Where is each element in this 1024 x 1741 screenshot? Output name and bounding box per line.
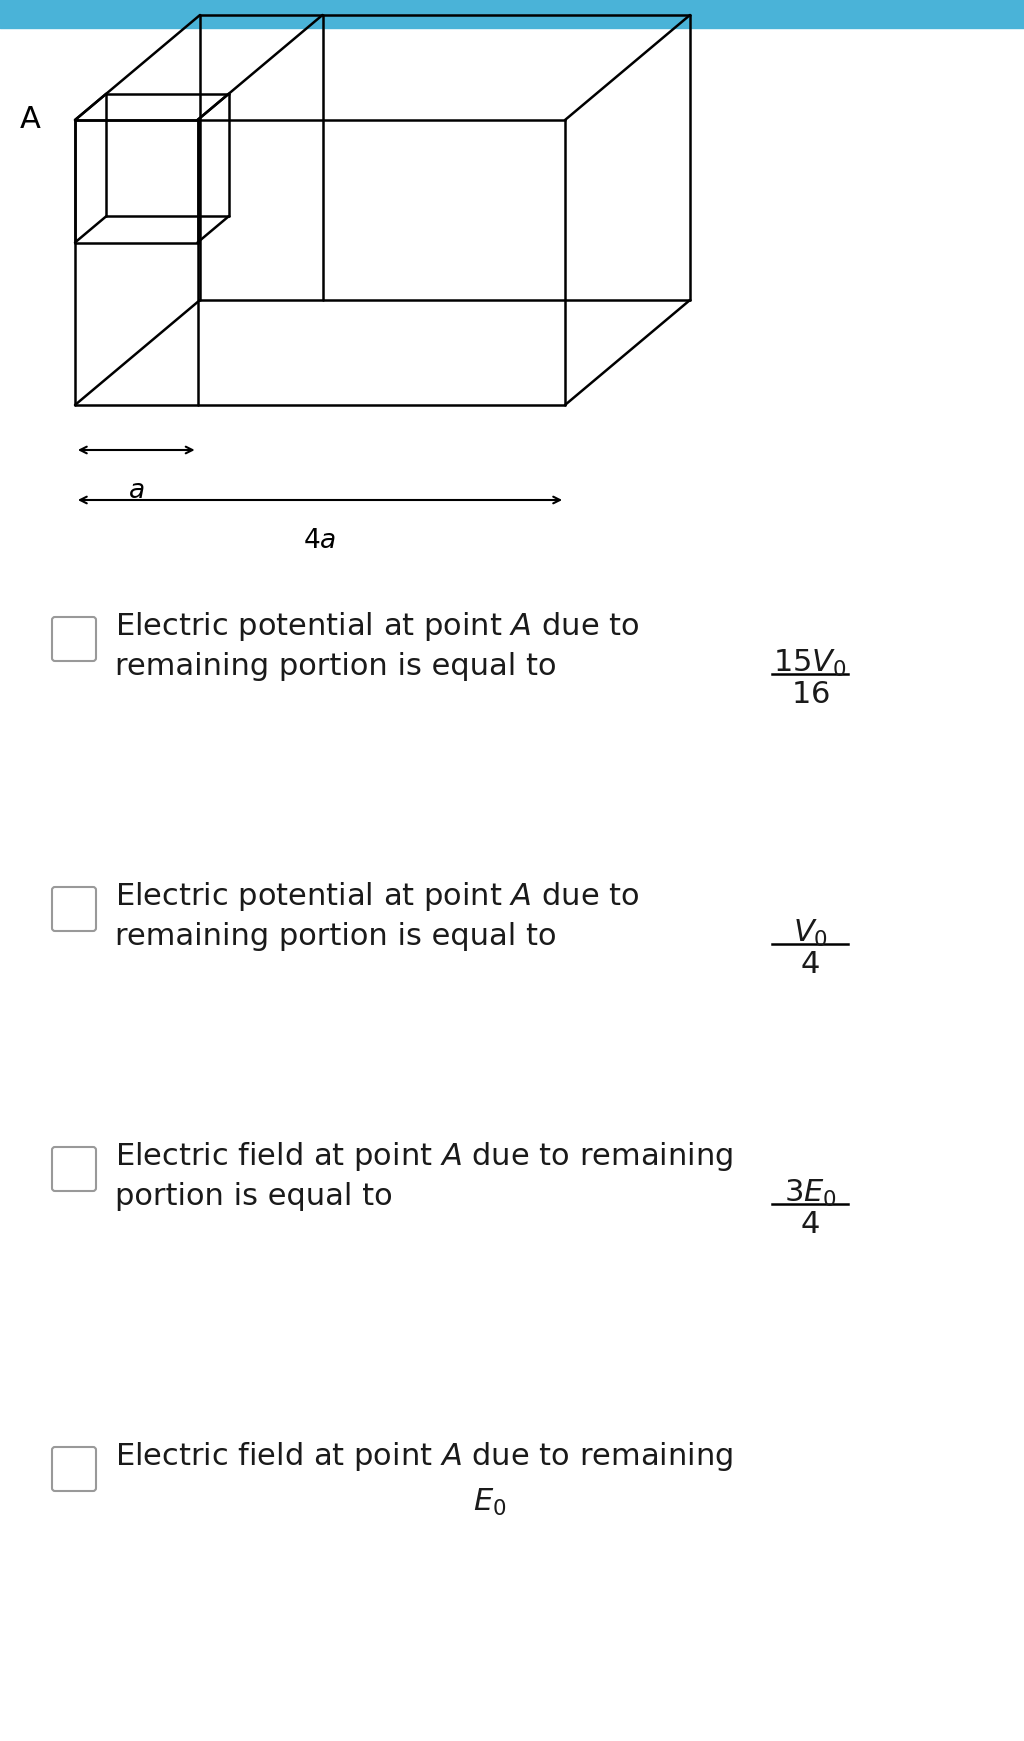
Text: $E_0$: $E_0$ <box>473 1487 507 1518</box>
Text: $V_0$: $V_0$ <box>793 918 827 949</box>
Text: remaining portion is equal to: remaining portion is equal to <box>115 651 556 681</box>
Text: $4a$: $4a$ <box>303 528 337 554</box>
Text: $4$: $4$ <box>800 951 820 978</box>
Text: Electric potential at point $\mathit{A}$ due to: Electric potential at point $\mathit{A}$… <box>115 609 639 642</box>
Text: $a$: $a$ <box>128 479 144 503</box>
Text: Electric potential at point $\mathit{A}$ due to: Electric potential at point $\mathit{A}$… <box>115 879 639 912</box>
Text: $4$: $4$ <box>800 1210 820 1240</box>
Text: Electric field at point $\mathit{A}$ due to remaining: Electric field at point $\mathit{A}$ due… <box>115 1140 733 1173</box>
Text: $15V_0$: $15V_0$ <box>773 648 847 679</box>
Text: portion is equal to: portion is equal to <box>115 1182 392 1212</box>
Text: remaining portion is equal to: remaining portion is equal to <box>115 923 556 951</box>
FancyBboxPatch shape <box>52 886 96 931</box>
Text: $16$: $16$ <box>791 681 829 709</box>
FancyBboxPatch shape <box>52 1447 96 1490</box>
FancyBboxPatch shape <box>52 1147 96 1191</box>
Text: A: A <box>19 106 40 134</box>
FancyBboxPatch shape <box>52 616 96 662</box>
Text: $3E_0$: $3E_0$ <box>783 1179 837 1208</box>
Text: Electric field at point $\mathit{A}$ due to remaining: Electric field at point $\mathit{A}$ due… <box>115 1440 733 1473</box>
